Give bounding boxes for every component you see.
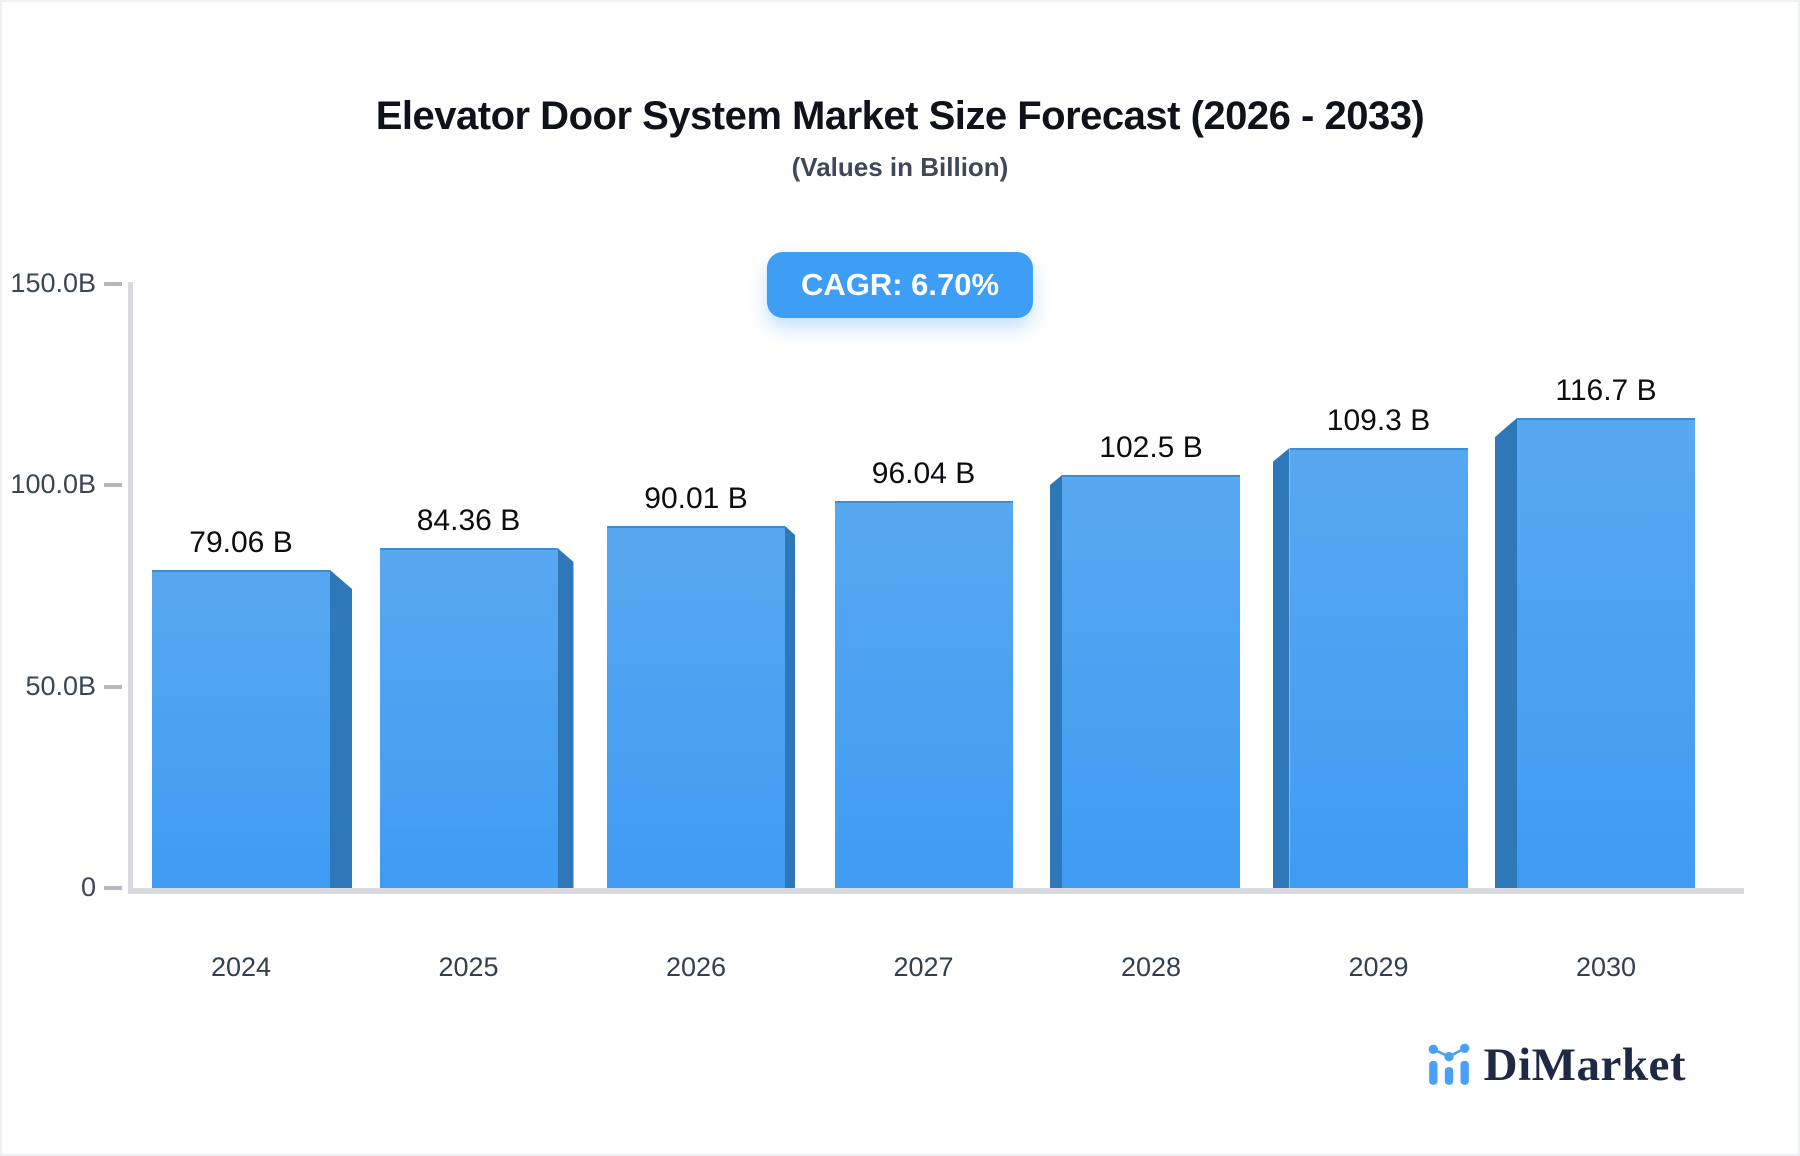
bar-value-label: 102.5 B	[1099, 431, 1203, 464]
bar-side-2026	[785, 526, 795, 888]
bar-2025	[379, 548, 558, 888]
bar-side-2025	[557, 548, 574, 888]
x-axis-label-2030: 2030	[1575, 952, 1637, 982]
logo-bars-icon	[1428, 1043, 1470, 1085]
bar-value-label: 96.04 B	[871, 457, 976, 490]
x-axis-label-2024: 2024	[210, 952, 272, 982]
x-axis-label-2029: 2029	[1348, 952, 1409, 982]
y-tick-label: 100.0B	[10, 469, 96, 500]
bar-2026	[607, 526, 785, 888]
bar-value-label: 109.3 B	[1326, 404, 1431, 437]
bar-side-2030	[1495, 418, 1517, 888]
bar-value-label: 84.36 B	[416, 504, 521, 537]
x-axis-line	[128, 888, 1744, 894]
brand-logo: DiMarket	[1426, 1038, 1686, 1092]
bar-2027	[834, 501, 1013, 888]
bar-2028	[1062, 475, 1240, 888]
chart-subtitle: (Values in Billion)	[791, 152, 1009, 182]
bar-side-2024	[330, 570, 352, 888]
y-axis-line	[128, 282, 133, 894]
y-tick-label: 150.0B	[10, 268, 96, 298]
x-axis-label-2025: 2025	[438, 952, 499, 982]
bar-2029	[1289, 448, 1468, 888]
y-tick-mark	[104, 282, 122, 286]
bar-side-2028	[1050, 475, 1062, 888]
bar-value-label: 116.7 B	[1555, 374, 1657, 407]
y-tick-label: 50.0B	[25, 670, 96, 701]
bar-2024	[152, 570, 330, 888]
x-axis-label-2026: 2026	[665, 952, 727, 982]
y-tick-mark	[104, 886, 122, 890]
y-tick-mark	[104, 483, 122, 488]
y-tick-label: 0	[80, 872, 96, 902]
bar-value-label: 79.06 B	[189, 526, 293, 559]
bar-value-label: 90.01 B	[644, 482, 748, 515]
x-axis-label-2027: 2027	[893, 952, 954, 982]
y-tick-mark	[104, 684, 122, 689]
bar-side-2029	[1272, 448, 1290, 888]
page-title: Elevator Door System Market Size Forecas…	[375, 94, 1425, 138]
x-axis-label-2028: 2028	[1120, 952, 1182, 982]
logo-text: DiMarket	[1483, 1039, 1686, 1091]
cagr-badge: CAGR: 6.70%	[766, 252, 1034, 318]
bar-2030	[1517, 418, 1695, 888]
